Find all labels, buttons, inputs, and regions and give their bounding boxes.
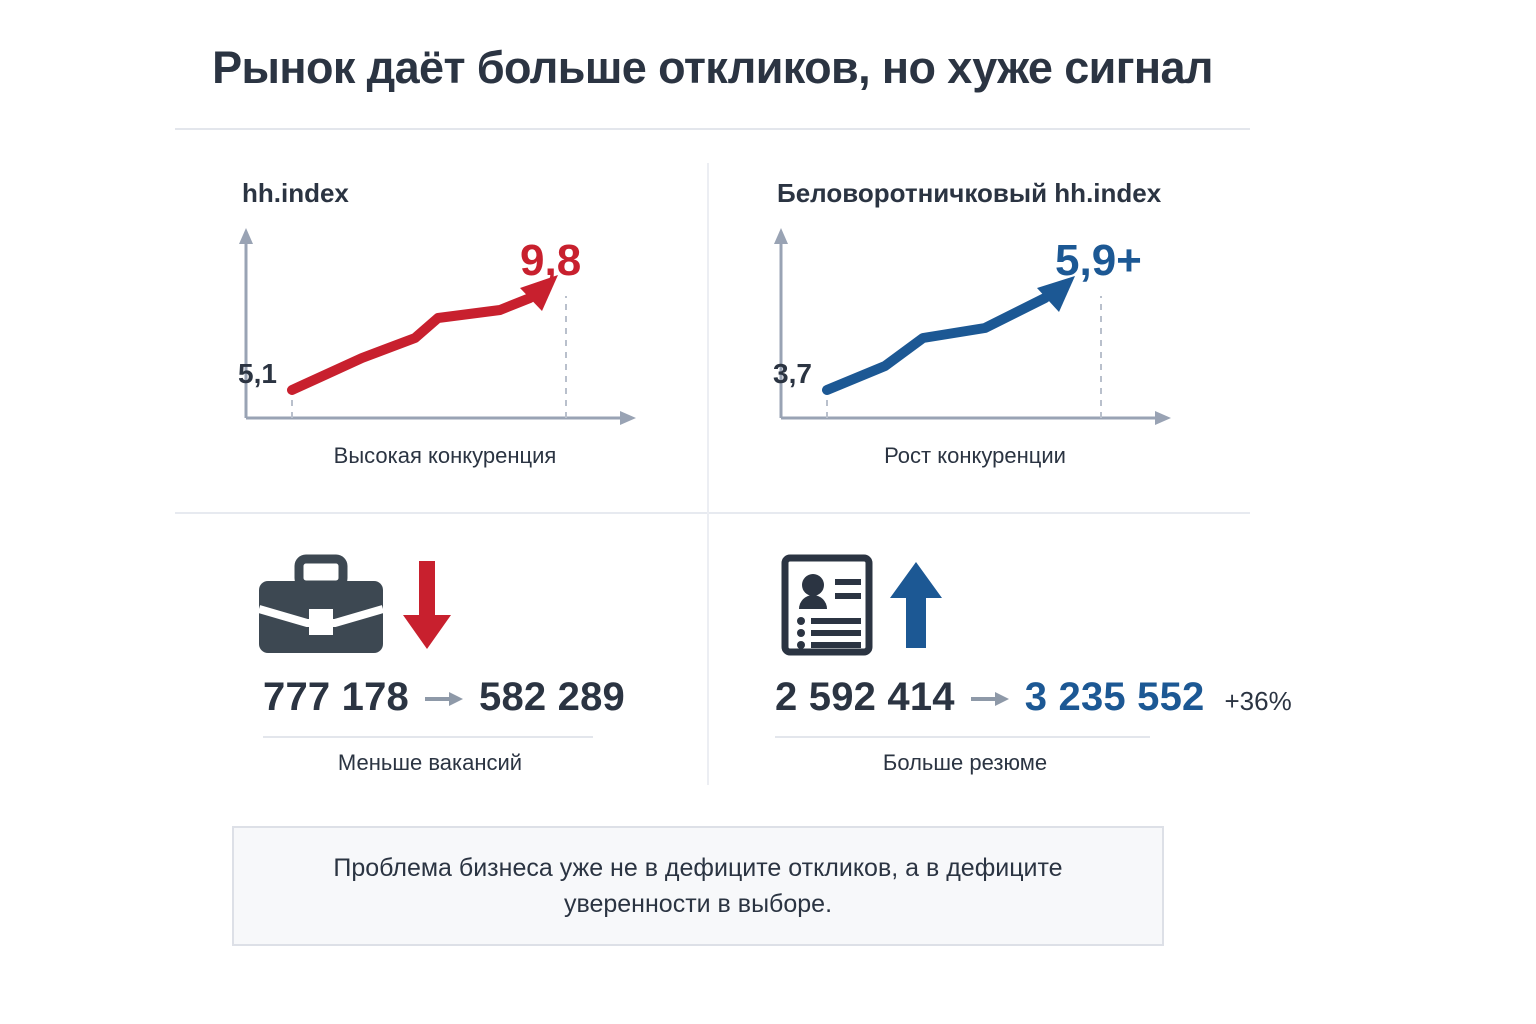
chart-caption-right: Рост конкуренции <box>884 443 1066 468</box>
stat-caption-resumes: Больше резюме <box>882 750 1048 775</box>
arrow-up-icon <box>890 562 942 648</box>
briefcase-icon <box>257 554 385 653</box>
chart-panel-whitecollar-hh-index: Беловоротничковый hh.index 3,7 5,9+ Рост… <box>745 178 1245 498</box>
chart-title-right: Беловоротничковый hh.index <box>777 178 1162 208</box>
stat-delta-percent: +36% <box>1224 686 1292 716</box>
stat-from-value-right: 2 592 414 <box>775 675 955 719</box>
footer-callout-text: Проблема бизнеса уже не в дефиците откли… <box>333 853 1063 918</box>
stat-numbers-resumes: 2 592 414 3 235 552 +36% <box>775 675 1292 720</box>
chart-title-left: hh.index <box>242 178 349 208</box>
stat-icons-left <box>255 550 453 660</box>
footer-callout-box: Проблема бизнеса уже не в дефиците откли… <box>232 826 1164 946</box>
stat-from-value-left: 777 178 <box>263 675 409 719</box>
arrow-down-icon <box>403 561 451 649</box>
line-chart-whitecollar <box>774 228 1171 425</box>
stat-panel-resumes: 2 592 414 3 235 552 +36% Больше резюме <box>745 550 1292 800</box>
resume-document-icon <box>781 554 873 656</box>
chart-end-value-left: 9,8 <box>520 236 582 285</box>
stat-icons-right <box>780 550 944 660</box>
stat-underline-right <box>775 736 1150 738</box>
page-title: Рынок даёт больше откликов, но хуже сигн… <box>212 42 1213 93</box>
title-divider <box>175 128 1250 130</box>
chart-start-value-right: 3,7 <box>773 358 812 389</box>
chart-panel-hh-index: hh.index 5,1 9,8 Высокая конкуренция <box>210 178 710 498</box>
transition-arrow-icon-left <box>423 688 465 710</box>
stat-underline-left <box>263 736 593 738</box>
chart-caption-left: Высокая конкуренция <box>333 443 557 468</box>
quadrant-divider-horizontal <box>175 512 1250 514</box>
stat-to-value-left: 582 289 <box>479 675 625 719</box>
stat-caption-vacancies: Меньше вакансий <box>337 750 523 775</box>
transition-arrow-icon-right <box>969 688 1011 710</box>
chart-end-value-right: 5,9+ <box>1055 236 1142 285</box>
chart-start-value-left: 5,1 <box>238 358 277 389</box>
stat-to-value-right: 3 235 552 <box>1024 675 1205 719</box>
line-chart-hh-index <box>239 228 636 425</box>
quadrant-divider-vertical <box>707 163 709 785</box>
stat-panel-vacancies: 777 178 582 289 Меньше вакансий <box>210 550 710 800</box>
stat-numbers-vacancies: 777 178 582 289 <box>263 675 625 720</box>
